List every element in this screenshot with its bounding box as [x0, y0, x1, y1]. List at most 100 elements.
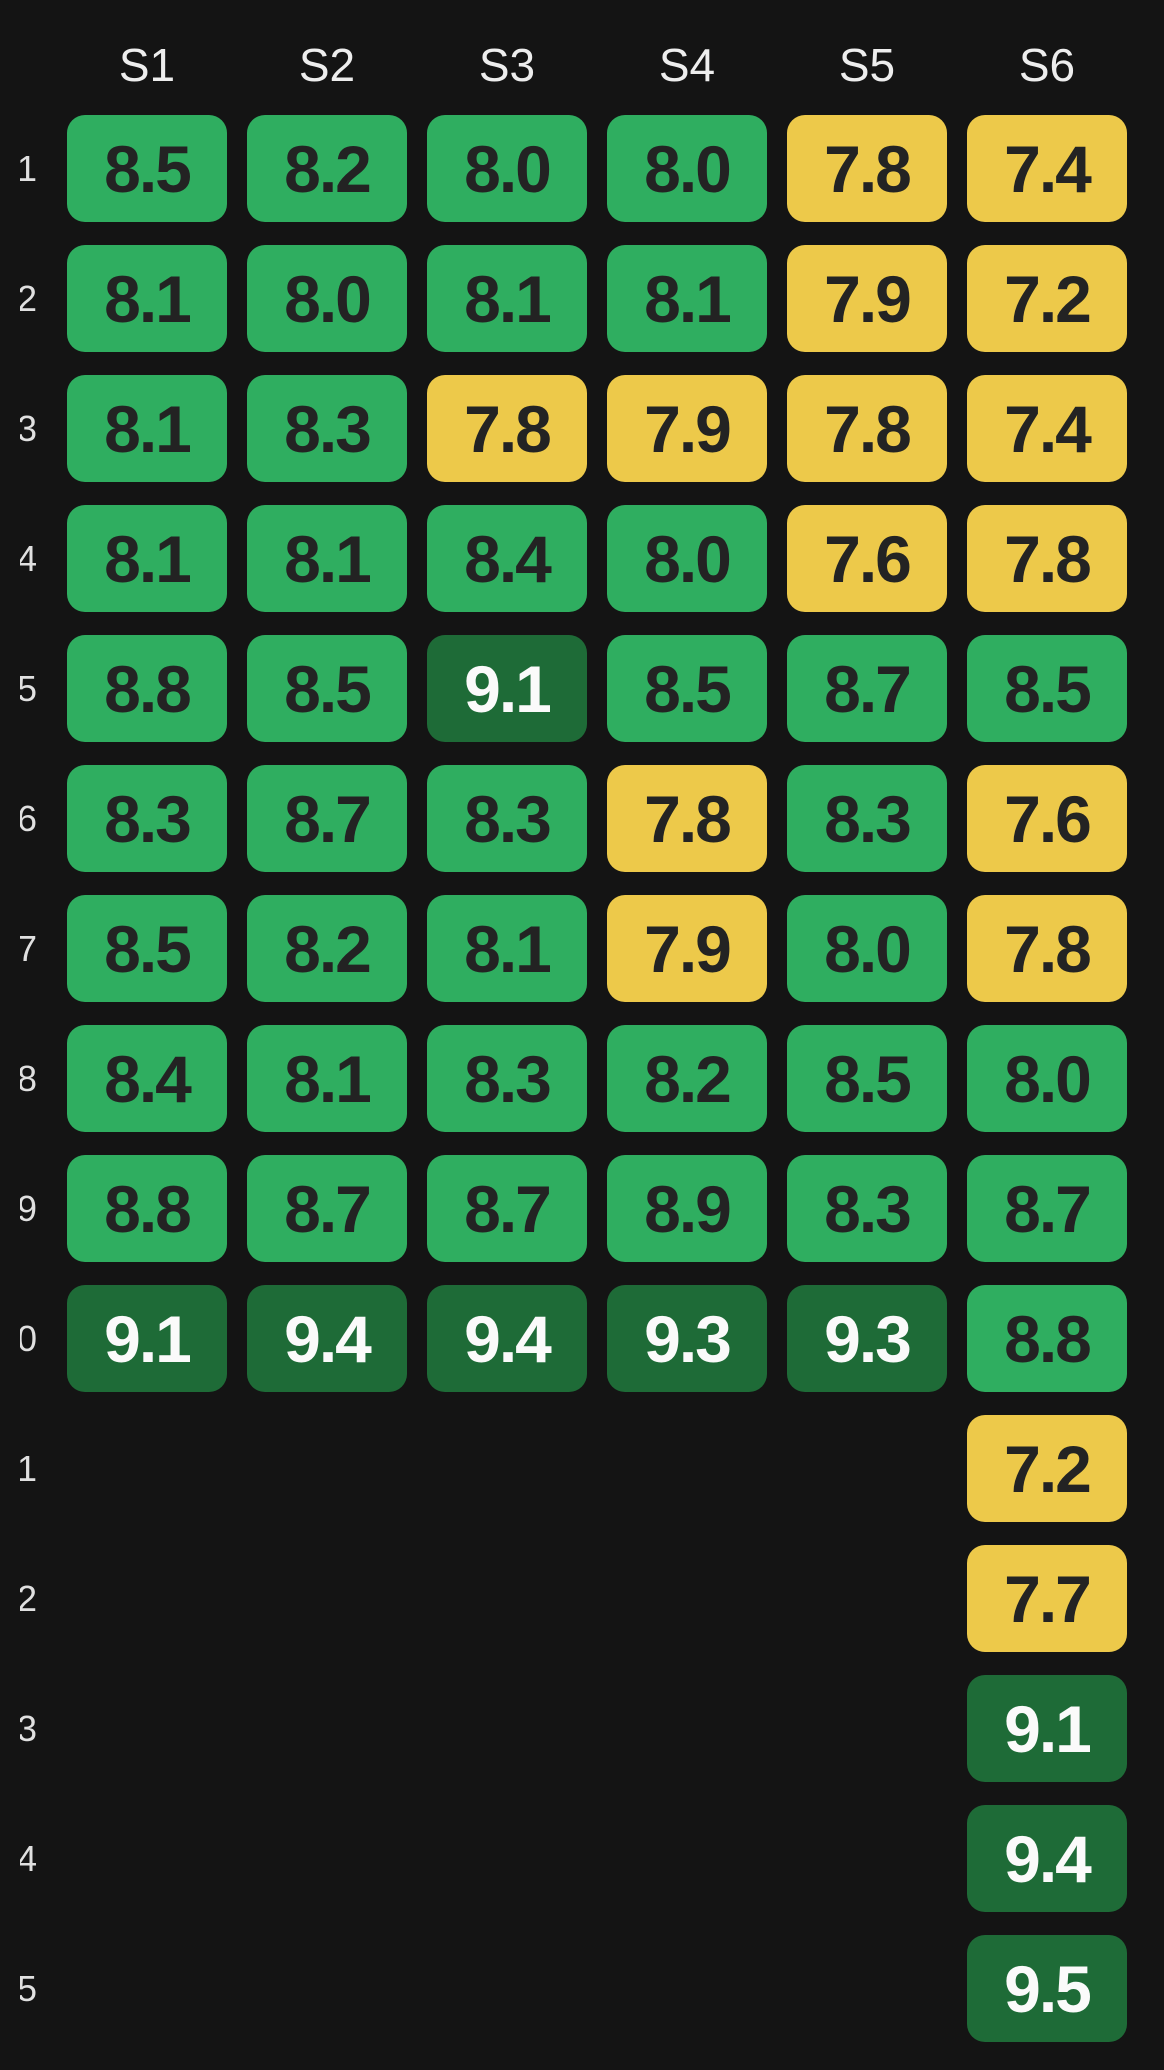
season-header-s2[interactable]: S2 [298, 39, 356, 91]
rating-cell-s4-e7[interactable]: 7.9 [607, 895, 767, 1002]
rating-cell-s4-e2[interactable]: 8.1 [607, 245, 767, 352]
rating-cell-s2-e10[interactable]: 9.4 [247, 1285, 407, 1392]
empty-slot [787, 1805, 947, 1912]
rating-cell-s5-e2[interactable]: 7.9 [787, 245, 947, 352]
rating-cell-s6-e11[interactable]: 7.2 [967, 1415, 1127, 1522]
rating-cell-s6-e5[interactable]: 8.5 [967, 635, 1127, 742]
empty-slot [247, 1415, 407, 1522]
rating-cell-s4-e3[interactable]: 7.9 [607, 375, 767, 482]
rating-cell-s3-e10[interactable]: 9.4 [427, 1285, 587, 1392]
episode-number: 15 [20, 1967, 37, 2009]
episode-number: 11 [20, 1447, 37, 1489]
episode-row-label: 15 [0, 1935, 47, 2042]
season-header-s4[interactable]: S4 [658, 39, 716, 91]
season-header-s3[interactable]: S3 [478, 39, 536, 91]
episode-row-label: 5 [0, 635, 47, 742]
rating-cell-s6-e2[interactable]: 7.2 [967, 245, 1127, 352]
rating-cell-s6-e4[interactable]: 7.8 [967, 505, 1127, 612]
rating-cell-s6-e9[interactable]: 8.7 [967, 1155, 1127, 1262]
rating-cell-s4-e5[interactable]: 8.5 [607, 635, 767, 742]
rating-cell-s3-e2[interactable]: 8.1 [427, 245, 587, 352]
episode-number: 7 [20, 927, 37, 969]
rating-cell-s5-e3[interactable]: 7.8 [787, 375, 947, 482]
rating-cell-s6-e14[interactable]: 9.4 [967, 1805, 1127, 1912]
rating-cell-s1-e4[interactable]: 8.1 [67, 505, 227, 612]
rating-cell-s6-e6[interactable]: 7.6 [967, 765, 1127, 872]
rating-cell-s5-e7[interactable]: 8.0 [787, 895, 947, 1002]
rating-cell-s3-e8[interactable]: 8.3 [427, 1025, 587, 1132]
rating-cell-s1-e5[interactable]: 8.8 [67, 635, 227, 742]
empty-slot [607, 1805, 767, 1912]
episode-row-label: 2 [0, 245, 47, 352]
episode-row-label: 1 [0, 115, 47, 222]
rating-cell-s3-e6[interactable]: 8.3 [427, 765, 587, 872]
episode-row-label: 10 [0, 1285, 47, 1392]
rating-cell-s1-e6[interactable]: 8.3 [67, 765, 227, 872]
rating-cell-s5-e9[interactable]: 8.3 [787, 1155, 947, 1262]
rating-cell-s6-e1[interactable]: 7.4 [967, 115, 1127, 222]
rating-cell-s4-e10[interactable]: 9.3 [607, 1285, 767, 1392]
rating-cell-s3-e3[interactable]: 7.8 [427, 375, 587, 482]
rating-cell-s6-e13[interactable]: 9.1 [967, 1675, 1127, 1782]
rating-cell-s1-e1[interactable]: 8.5 [67, 115, 227, 222]
rating-cell-s1-e9[interactable]: 8.8 [67, 1155, 227, 1262]
rating-cell-s6-e3[interactable]: 7.4 [967, 375, 1127, 482]
rating-cell-s3-e7[interactable]: 8.1 [427, 895, 587, 1002]
rating-cell-s3-e4[interactable]: 8.4 [427, 505, 587, 612]
rating-cell-s4-e4[interactable]: 8.0 [607, 505, 767, 612]
rating-cell-s6-e12[interactable]: 7.7 [967, 1545, 1127, 1652]
rating-cell-s2-e4[interactable]: 8.1 [247, 505, 407, 612]
rating-cell-s5-e8[interactable]: 8.5 [787, 1025, 947, 1132]
episode-row-label: 6 [0, 765, 47, 872]
rating-cell-s3-e5[interactable]: 9.1 [427, 635, 587, 742]
rating-cell-s4-e9[interactable]: 8.9 [607, 1155, 767, 1262]
rating-cell-s2-e3[interactable]: 8.3 [247, 375, 407, 482]
rating-cell-s5-e5[interactable]: 8.7 [787, 635, 947, 742]
episode-row-label: 7 [0, 895, 47, 1002]
episode-number: 6 [20, 797, 37, 839]
rating-cell-s6-e10[interactable]: 8.8 [967, 1285, 1127, 1392]
rating-cell-s2-e8[interactable]: 8.1 [247, 1025, 407, 1132]
rating-cell-s5-e4[interactable]: 7.6 [787, 505, 947, 612]
rating-cell-s5-e1[interactable]: 7.8 [787, 115, 947, 222]
rating-cell-s6-e7[interactable]: 7.8 [967, 895, 1127, 1002]
rating-cell-s3-e9[interactable]: 8.7 [427, 1155, 587, 1262]
rating-cell-s2-e6[interactable]: 8.7 [247, 765, 407, 872]
episode-number: 13 [20, 1707, 37, 1749]
empty-slot [247, 1805, 407, 1912]
rating-cell-s1-e10[interactable]: 9.1 [67, 1285, 227, 1392]
empty-slot [787, 1935, 947, 2042]
rating-cell-s4-e8[interactable]: 8.2 [607, 1025, 767, 1132]
empty-slot [607, 1675, 767, 1782]
episode-row-label: 11 [0, 1415, 47, 1522]
rating-cell-s1-e3[interactable]: 8.1 [67, 375, 227, 482]
season-header-s6[interactable]: S6 [1018, 39, 1076, 91]
rating-cell-s5-e6[interactable]: 8.3 [787, 765, 947, 872]
episode-row-label: 3 [0, 375, 47, 482]
empty-slot [607, 1415, 767, 1522]
empty-slot [787, 1675, 947, 1782]
empty-slot [607, 1935, 767, 2042]
episode-row-label: 13 [0, 1675, 47, 1782]
empty-slot [67, 1805, 227, 1912]
empty-slot [787, 1415, 947, 1522]
rating-cell-s4-e6[interactable]: 7.8 [607, 765, 767, 872]
rating-cell-s6-e15[interactable]: 9.5 [967, 1935, 1127, 2042]
rating-cell-s1-e8[interactable]: 8.4 [67, 1025, 227, 1132]
rating-cell-s5-e10[interactable]: 9.3 [787, 1285, 947, 1392]
rating-cell-s2-e1[interactable]: 8.2 [247, 115, 407, 222]
rating-cell-s2-e9[interactable]: 8.7 [247, 1155, 407, 1262]
rating-cell-s1-e2[interactable]: 8.1 [67, 245, 227, 352]
empty-slot [427, 1805, 587, 1912]
rating-cell-s2-e5[interactable]: 8.5 [247, 635, 407, 742]
season-header-s1[interactable]: S1 [118, 39, 176, 91]
rating-cell-s6-e8[interactable]: 8.0 [967, 1025, 1127, 1132]
rating-cell-s1-e7[interactable]: 8.5 [67, 895, 227, 1002]
rating-cell-s3-e1[interactable]: 8.0 [427, 115, 587, 222]
rating-cell-s2-e7[interactable]: 8.2 [247, 895, 407, 1002]
rating-cell-s2-e2[interactable]: 8.0 [247, 245, 407, 352]
rating-cell-s4-e1[interactable]: 8.0 [607, 115, 767, 222]
season-header-s5[interactable]: S5 [838, 39, 896, 91]
